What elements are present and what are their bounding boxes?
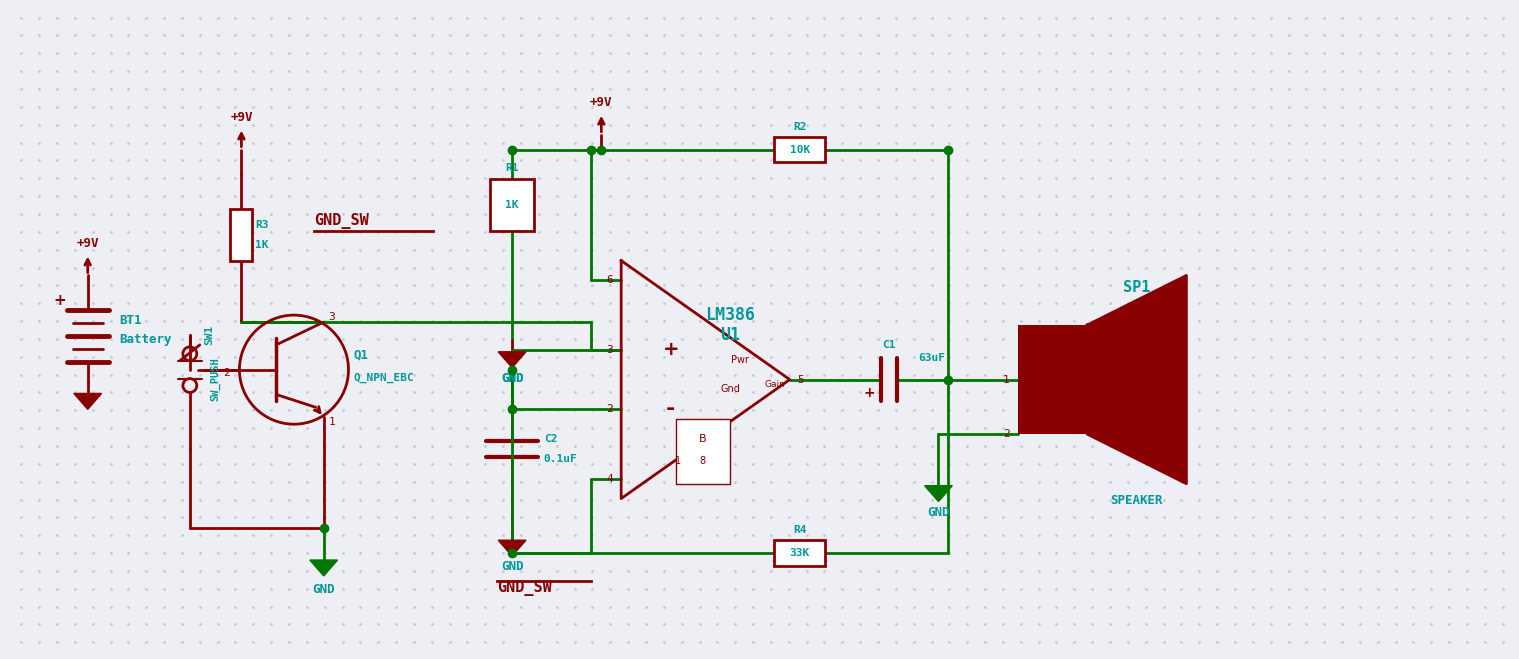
Text: R1: R1 <box>506 163 519 173</box>
Polygon shape <box>74 393 102 409</box>
Text: 1: 1 <box>1003 374 1010 385</box>
Bar <box>491 179 533 231</box>
Text: U1: U1 <box>720 326 740 344</box>
Text: Q_NPN_EBC: Q_NPN_EBC <box>354 372 415 383</box>
Polygon shape <box>1088 275 1186 484</box>
Text: LM386: LM386 <box>705 306 755 324</box>
Text: 6: 6 <box>606 275 614 285</box>
Text: B: B <box>699 434 706 444</box>
Bar <box>1018 325 1088 434</box>
Bar <box>773 136 825 162</box>
Text: 1K: 1K <box>255 240 269 250</box>
Text: R3: R3 <box>255 220 269 230</box>
Text: +9V: +9V <box>589 96 612 109</box>
Text: +9V: +9V <box>76 237 99 250</box>
Text: R4: R4 <box>793 525 807 535</box>
Text: GND: GND <box>313 583 336 596</box>
Text: 3: 3 <box>328 312 336 322</box>
Text: 2: 2 <box>1003 429 1010 439</box>
Text: 8: 8 <box>699 456 705 466</box>
Text: 63uF: 63uF <box>919 353 946 362</box>
Text: 2: 2 <box>606 405 614 415</box>
Bar <box>676 419 731 484</box>
Text: Gain: Gain <box>764 380 785 389</box>
Text: GND: GND <box>501 560 524 573</box>
Text: Q1: Q1 <box>354 349 369 361</box>
Bar <box>773 540 825 566</box>
Bar <box>231 209 252 260</box>
Text: 2: 2 <box>223 368 229 378</box>
Text: SP1: SP1 <box>1123 280 1150 295</box>
Text: GND: GND <box>927 505 949 519</box>
Text: Pwr: Pwr <box>731 355 749 364</box>
Text: 1: 1 <box>674 456 681 466</box>
Text: 4: 4 <box>606 474 614 484</box>
Text: 10K: 10K <box>790 144 810 154</box>
Polygon shape <box>310 560 337 576</box>
Text: 5: 5 <box>797 374 805 385</box>
Text: C2: C2 <box>544 434 557 444</box>
Text: Gnd: Gnd <box>720 384 740 395</box>
Text: GND_SW: GND_SW <box>497 580 551 596</box>
Text: 3: 3 <box>606 345 614 355</box>
Text: +: + <box>863 386 875 401</box>
Text: BT1: BT1 <box>120 314 141 327</box>
Text: +: + <box>53 293 67 308</box>
Text: C1: C1 <box>883 340 896 350</box>
Text: GND: GND <box>501 372 524 385</box>
Text: 1K: 1K <box>506 200 519 210</box>
Polygon shape <box>498 540 526 556</box>
Text: +: + <box>662 340 679 359</box>
Text: 1: 1 <box>328 417 336 427</box>
Text: Battery: Battery <box>120 333 172 347</box>
Polygon shape <box>498 352 526 368</box>
Text: 0.1uF: 0.1uF <box>544 454 577 464</box>
Text: SPEAKER: SPEAKER <box>1110 494 1164 507</box>
Text: SW1: SW1 <box>205 325 214 345</box>
Text: -: - <box>665 399 676 419</box>
Text: SW_PUSH: SW_PUSH <box>210 358 220 401</box>
Text: GND_SW: GND_SW <box>314 213 369 229</box>
Text: R2: R2 <box>793 122 807 132</box>
Text: 33K: 33K <box>790 548 810 558</box>
Polygon shape <box>925 486 952 501</box>
Text: GND: GND <box>501 372 524 385</box>
Text: +9V: +9V <box>231 111 252 124</box>
